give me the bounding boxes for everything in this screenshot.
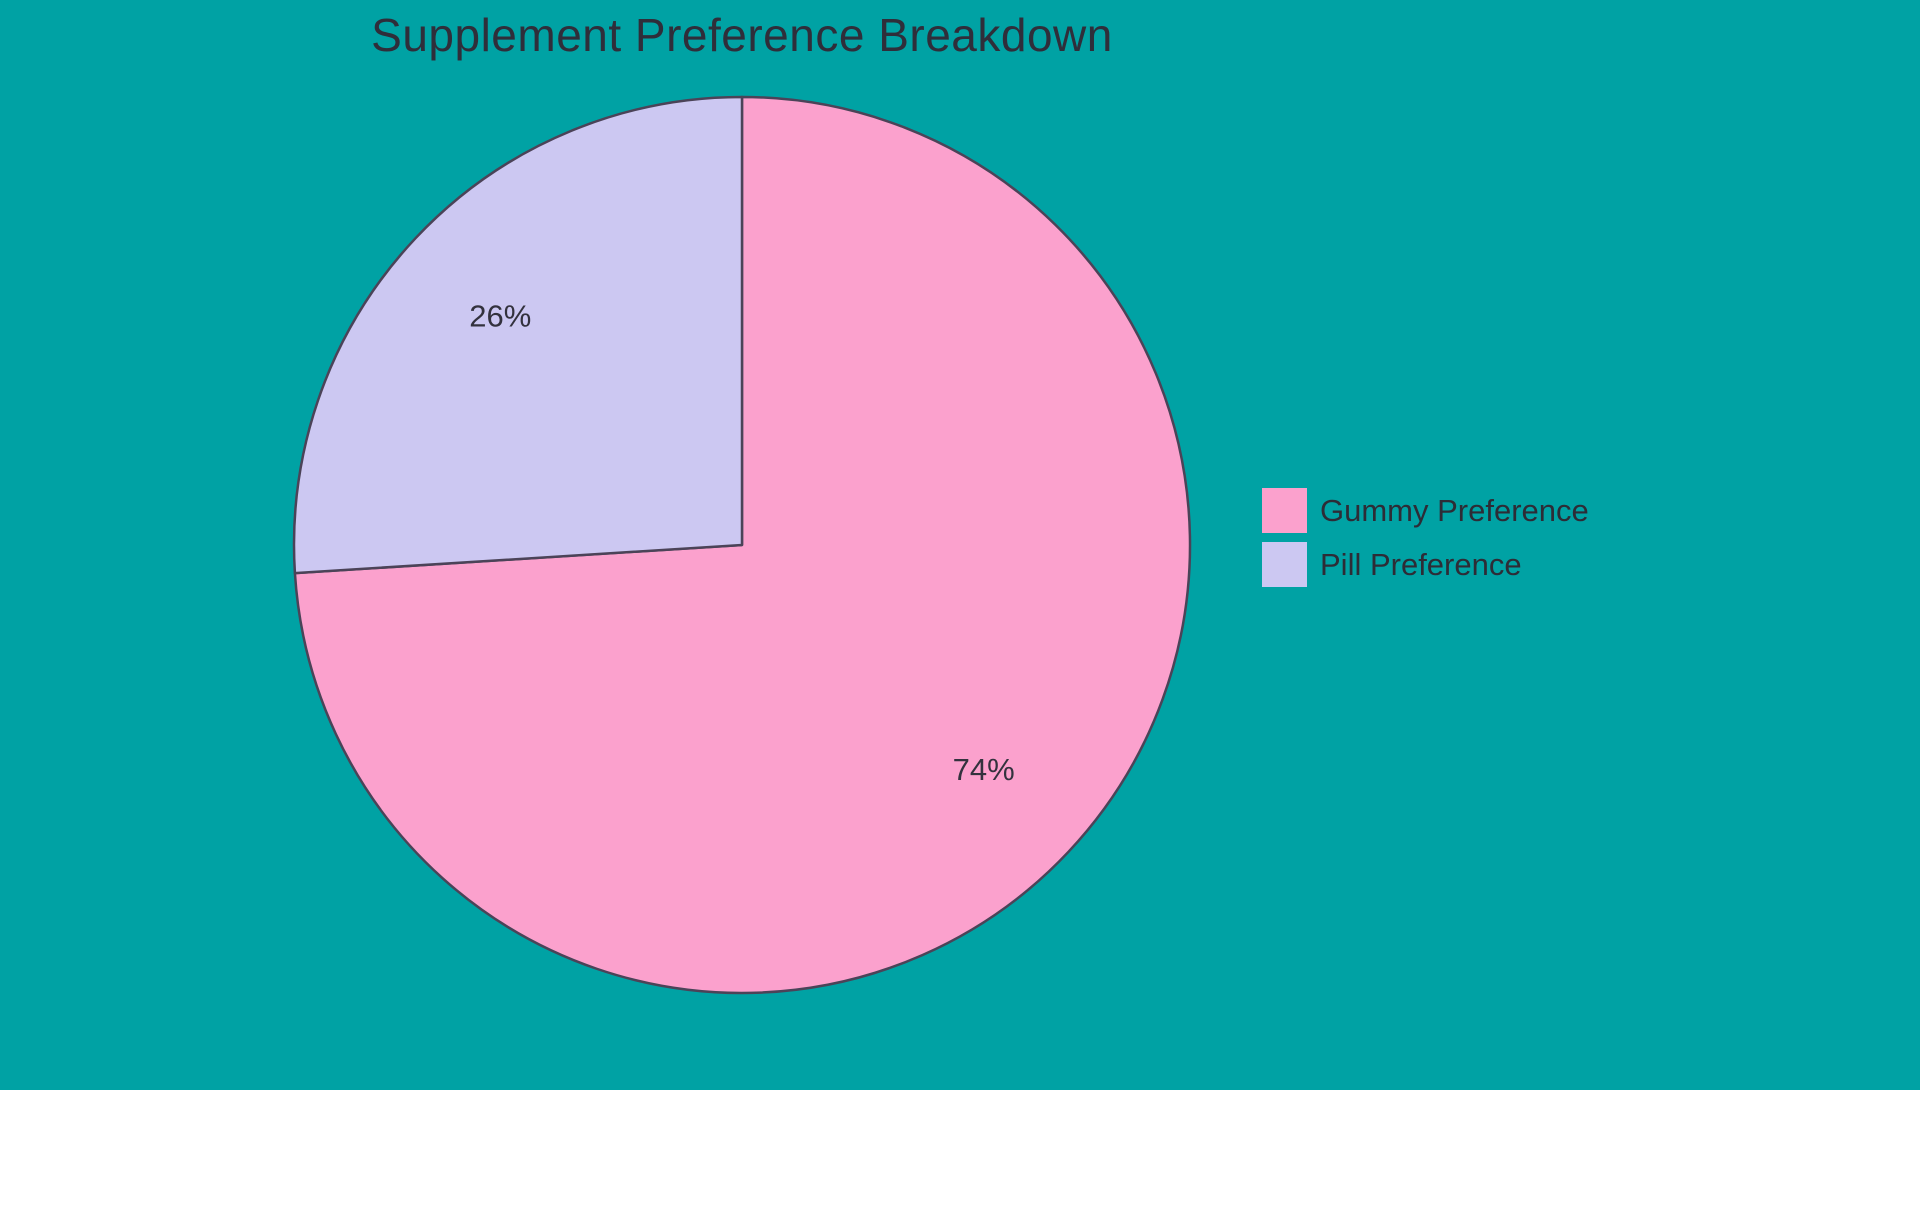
legend-swatch-gummy bbox=[1262, 488, 1307, 533]
slice-label-0: 74% bbox=[953, 752, 1015, 787]
chart-area: Supplement Preference Breakdown 74% 26% G… bbox=[0, 0, 1920, 1090]
chart-title: Supplement Preference Breakdown bbox=[371, 9, 1113, 61]
legend-label-pill: Pill Preference bbox=[1320, 546, 1522, 582]
legend-item-pill[interactable]: Pill Preference bbox=[1262, 542, 1589, 587]
legend-item-gummy[interactable]: Gummy Preference bbox=[1262, 488, 1589, 533]
legend-swatch-pill bbox=[1262, 542, 1307, 587]
pie-slice-1 bbox=[292, 95, 744, 575]
slice-label-1: 26% bbox=[469, 298, 531, 333]
pie-svg: 74% 26% bbox=[292, 95, 1192, 995]
legend: Gummy Preference Pill Preference bbox=[1262, 488, 1589, 587]
legend-label-gummy: Gummy Preference bbox=[1320, 492, 1589, 528]
